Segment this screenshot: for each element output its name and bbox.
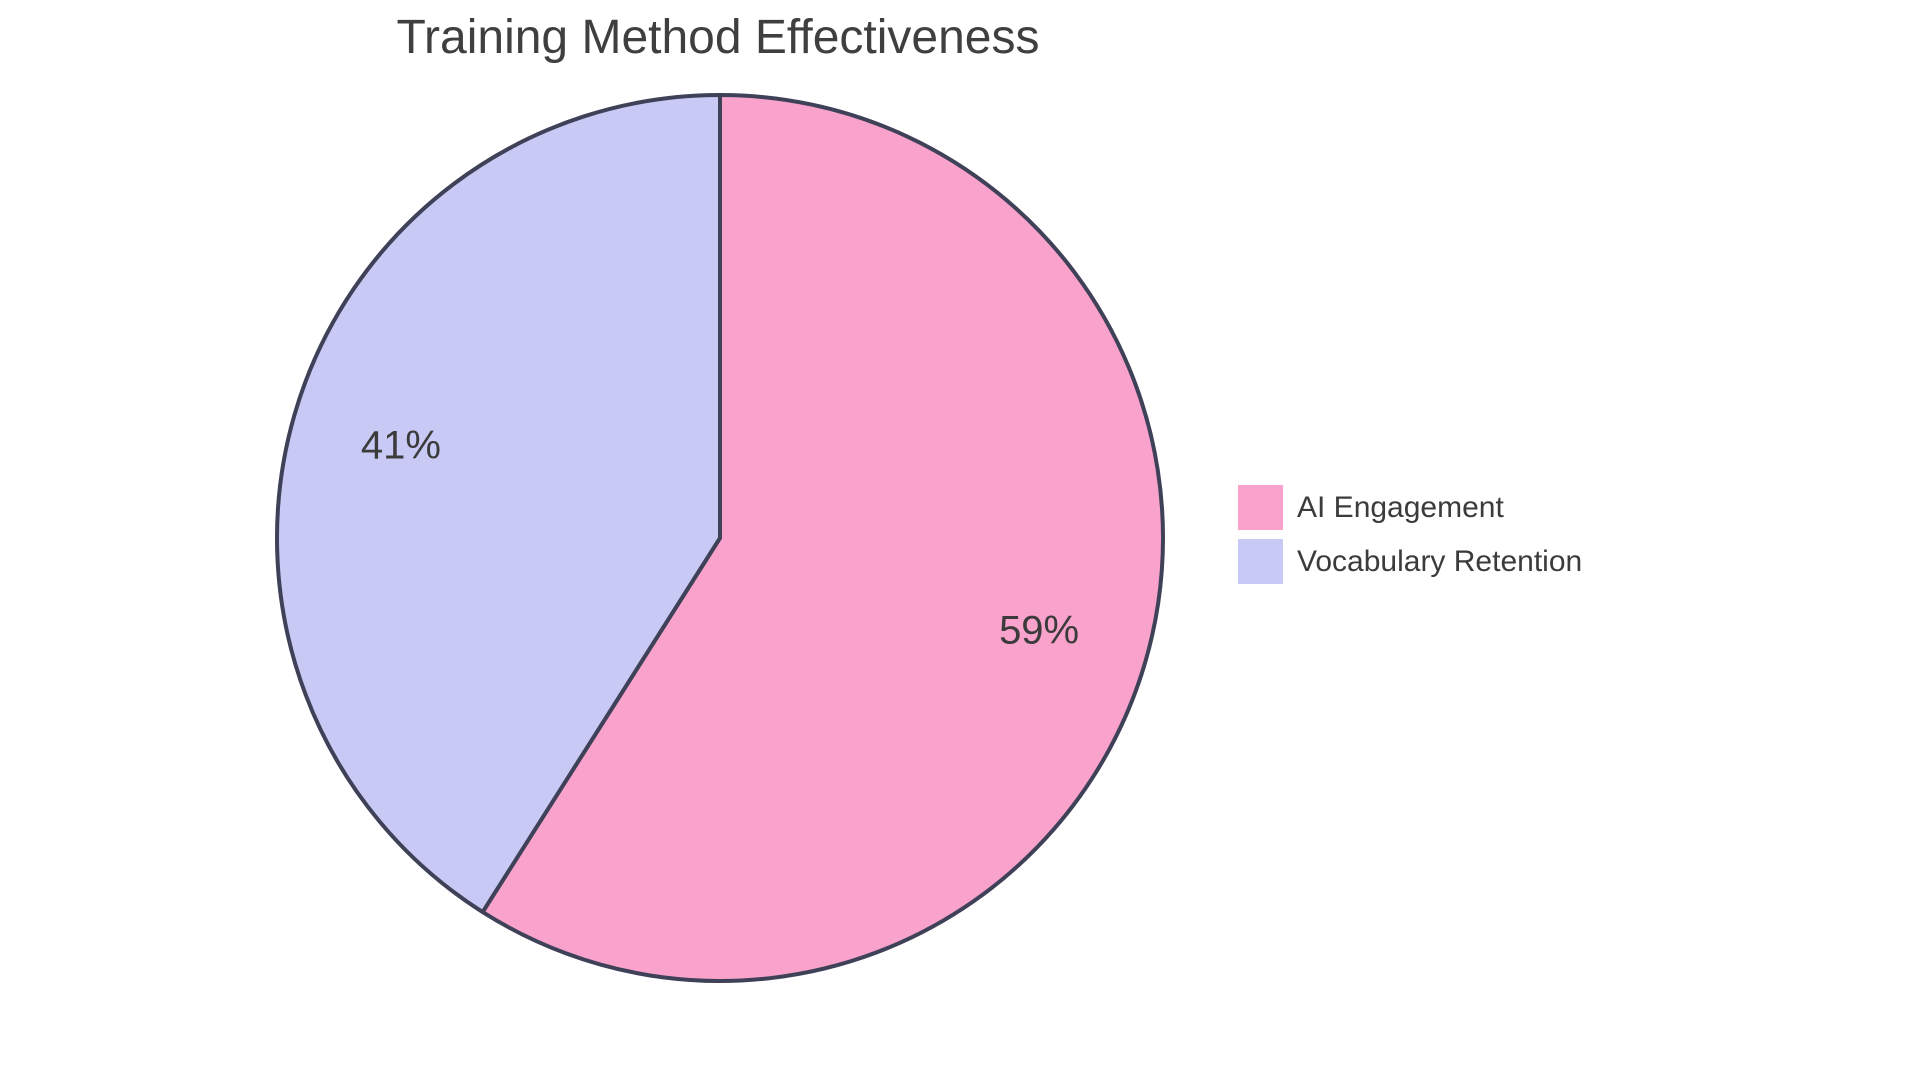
legend-label-ai-engagement: AI Engagement [1297, 490, 1504, 524]
legend-item-ai-engagement[interactable]: AI Engagement [1238, 485, 1582, 530]
chart-title: Training Method Effectiveness [396, 11, 1040, 64]
pie-slice-vocabulary-retention[interactable] [275, 93, 722, 915]
pie-percent-label-ai-engagement: 59% [999, 609, 1079, 653]
legend-swatch-vocabulary-retention [1238, 539, 1283, 584]
pie-slice-ai-engagement[interactable] [480, 93, 1165, 983]
legend-label-vocabulary-retention: Vocabulary Retention [1297, 544, 1583, 578]
legend: AI Engagement Vocabulary Retention [1238, 485, 1582, 584]
legend-item-vocabulary-retention[interactable]: Vocabulary Retention [1238, 539, 1582, 584]
pie-percent-label-vocabulary-retention: 41% [361, 423, 441, 467]
legend-swatch-ai-engagement [1238, 485, 1283, 530]
